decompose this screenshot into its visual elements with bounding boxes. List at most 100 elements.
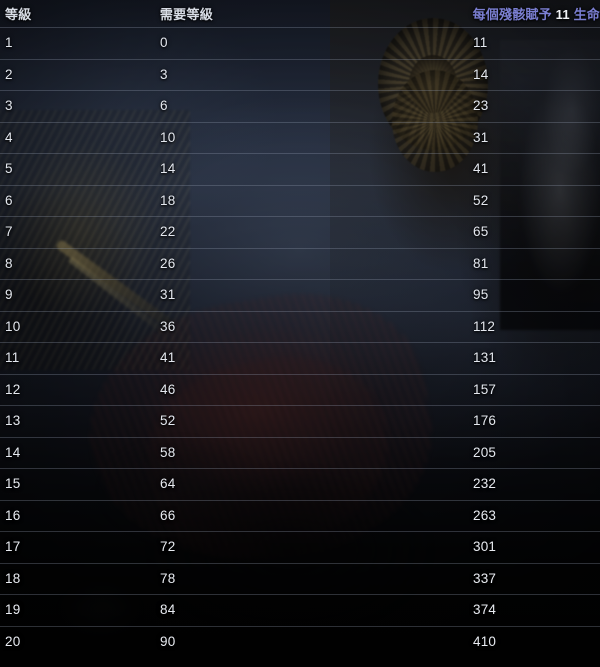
required-level-value: 90 bbox=[160, 634, 176, 650]
required-level-cell: 14 bbox=[160, 160, 473, 178]
required-level-cell: 18 bbox=[160, 192, 473, 210]
header-label-level: 等級 bbox=[5, 6, 32, 22]
level-cell: 20 bbox=[0, 633, 160, 651]
required-level-value: 72 bbox=[160, 539, 176, 555]
table-body: 1 0 11 2 3 14 3 6 23 4 10 31 5 14 41 6 18 52 7 22 65 8 26 81 9 31… bbox=[0, 28, 600, 658]
table-row: 20 90 410 bbox=[0, 627, 600, 659]
required-level-cell: 36 bbox=[160, 318, 473, 336]
level-value: 7 bbox=[5, 224, 13, 240]
table-row: 2 3 14 bbox=[0, 60, 600, 91]
table-row: 3 6 23 bbox=[0, 91, 600, 123]
header-life-value: 11 bbox=[555, 6, 570, 22]
life-value: 410 bbox=[473, 634, 497, 650]
table-row: 7 22 65 bbox=[0, 217, 600, 249]
life-cell: 65 bbox=[473, 223, 600, 241]
required-level-cell: 46 bbox=[160, 381, 473, 399]
required-level-value: 31 bbox=[160, 287, 176, 303]
table-row: 5 14 41 bbox=[0, 154, 600, 186]
table-header-row: 等級 需要等級 每個殘骸賦予 11 生命 bbox=[0, 0, 600, 28]
required-level-cell: 0 bbox=[160, 34, 473, 52]
required-level-value: 52 bbox=[160, 413, 176, 429]
life-value: 14 bbox=[473, 66, 489, 82]
level-cell: 10 bbox=[0, 318, 160, 336]
level-cell: 11 bbox=[0, 349, 160, 367]
required-level-cell: 58 bbox=[160, 444, 473, 462]
life-cell: 41 bbox=[473, 160, 600, 178]
life-cell: 14 bbox=[473, 66, 600, 84]
required-level-cell: 66 bbox=[160, 507, 473, 525]
table-row: 17 72 301 bbox=[0, 532, 600, 564]
life-cell: 23 bbox=[473, 97, 600, 115]
required-level-value: 36 bbox=[160, 318, 176, 334]
life-value: 112 bbox=[473, 318, 496, 334]
level-cell: 16 bbox=[0, 507, 160, 525]
level-cell: 19 bbox=[0, 601, 160, 619]
level-cell: 1 bbox=[0, 34, 160, 52]
required-level-cell: 52 bbox=[160, 412, 473, 430]
required-level-value: 41 bbox=[160, 350, 176, 366]
life-value: 131 bbox=[473, 350, 497, 366]
life-value: 23 bbox=[473, 98, 489, 114]
life-cell: 205 bbox=[473, 444, 600, 462]
required-level-value: 26 bbox=[160, 255, 176, 271]
level-value: 13 bbox=[5, 413, 21, 429]
life-cell: 112 bbox=[473, 318, 600, 336]
level-value: 9 bbox=[5, 287, 13, 303]
life-value: 81 bbox=[473, 255, 489, 271]
life-cell: 374 bbox=[473, 601, 600, 619]
level-value: 10 bbox=[5, 318, 21, 334]
life-cell: 176 bbox=[473, 412, 600, 430]
level-value: 19 bbox=[5, 602, 21, 618]
table-row: 10 36 112 bbox=[0, 312, 600, 343]
life-value: 65 bbox=[473, 224, 489, 240]
header-cell-life: 每個殘骸賦予 11 生命 bbox=[473, 4, 600, 24]
table-row: 18 78 337 bbox=[0, 564, 600, 595]
table-row: 12 46 157 bbox=[0, 375, 600, 406]
required-level-value: 84 bbox=[160, 602, 176, 618]
header-label-required-level: 需要等級 bbox=[159, 6, 214, 22]
level-value: 11 bbox=[5, 350, 20, 366]
level-cell: 6 bbox=[0, 192, 160, 210]
level-value: 16 bbox=[5, 507, 21, 523]
required-level-value: 22 bbox=[160, 224, 176, 240]
required-level-cell: 78 bbox=[160, 570, 473, 588]
level-cell: 4 bbox=[0, 129, 160, 147]
required-level-value: 14 bbox=[160, 161, 176, 177]
level-cell: 2 bbox=[0, 66, 160, 84]
required-level-cell: 6 bbox=[160, 97, 473, 115]
life-value: 157 bbox=[473, 381, 497, 397]
required-level-value: 46 bbox=[160, 381, 176, 397]
header-label-life: 每個殘骸賦予 11 生命 bbox=[473, 7, 600, 22]
header-cell-required-level: 需要等級 bbox=[160, 4, 473, 24]
required-level-value: 10 bbox=[160, 129, 176, 145]
required-level-value: 18 bbox=[160, 192, 176, 208]
level-cell: 8 bbox=[0, 255, 160, 273]
level-value: 4 bbox=[5, 129, 13, 145]
level-cell: 17 bbox=[0, 538, 160, 556]
required-level-cell: 64 bbox=[160, 475, 473, 493]
life-cell: 410 bbox=[473, 633, 600, 651]
required-level-cell: 84 bbox=[160, 601, 473, 619]
table-row: 6 18 52 bbox=[0, 186, 600, 217]
table-row: 8 26 81 bbox=[0, 249, 600, 280]
table-row: 14 58 205 bbox=[0, 438, 600, 469]
required-level-value: 66 bbox=[160, 507, 176, 523]
life-cell: 52 bbox=[473, 192, 600, 210]
required-level-cell: 3 bbox=[160, 66, 473, 84]
life-cell: 11 bbox=[473, 34, 600, 52]
level-cell: 5 bbox=[0, 160, 160, 178]
life-cell: 81 bbox=[473, 255, 600, 273]
level-value: 5 bbox=[5, 161, 13, 177]
table-row: 13 52 176 bbox=[0, 406, 600, 438]
table-row: 1 0 11 bbox=[0, 28, 600, 60]
level-cell: 15 bbox=[0, 475, 160, 493]
level-value: 17 bbox=[5, 539, 21, 555]
required-level-cell: 41 bbox=[160, 349, 473, 367]
level-value: 2 bbox=[5, 66, 13, 82]
required-level-cell: 26 bbox=[160, 255, 473, 273]
required-level-cell: 10 bbox=[160, 129, 473, 147]
level-value: 8 bbox=[5, 255, 13, 271]
header-life-suffix: 生命 bbox=[573, 6, 600, 22]
